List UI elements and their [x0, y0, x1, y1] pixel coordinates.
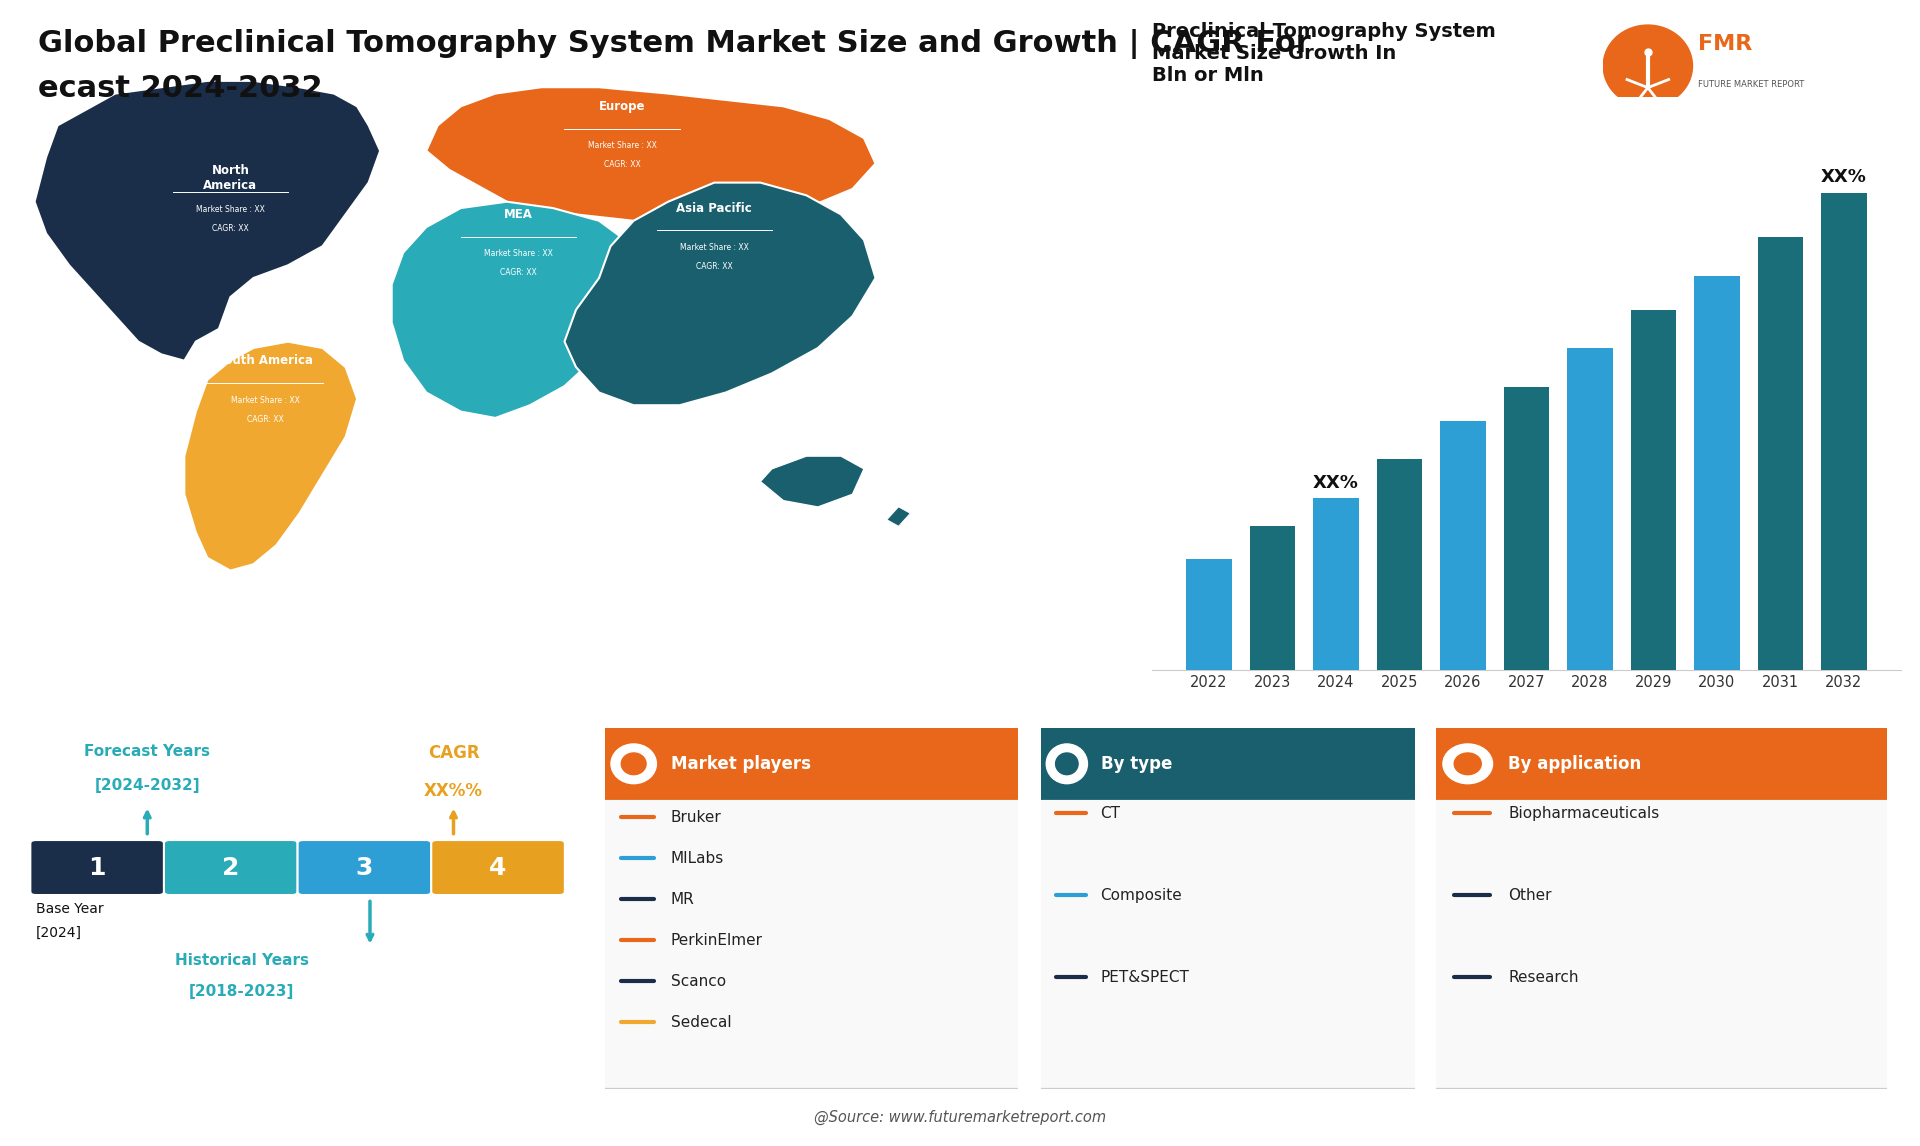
Text: Market Share : XX: Market Share : XX — [196, 205, 265, 214]
Text: XX%: XX% — [1313, 473, 1359, 492]
FancyBboxPatch shape — [1427, 793, 1897, 1089]
FancyBboxPatch shape — [1427, 728, 1897, 800]
Polygon shape — [35, 81, 380, 361]
FancyBboxPatch shape — [432, 840, 564, 895]
Bar — [1630, 309, 1676, 670]
Text: Asia Pacific: Asia Pacific — [676, 202, 753, 214]
Text: [2018-2023]: [2018-2023] — [190, 984, 294, 999]
Text: CAGR: XX: CAGR: XX — [603, 160, 641, 170]
Text: CAGR: XX: CAGR: XX — [211, 223, 250, 233]
Text: CAGR: XX: CAGR: XX — [246, 415, 284, 424]
Polygon shape — [392, 202, 645, 418]
Circle shape — [1453, 753, 1482, 775]
Polygon shape — [184, 342, 357, 571]
Text: [2024-2032]: [2024-2032] — [94, 778, 200, 793]
FancyBboxPatch shape — [163, 840, 298, 895]
Bar — [1187, 559, 1233, 670]
Bar — [1440, 421, 1486, 670]
Bar — [1250, 526, 1296, 670]
Text: Market players: Market players — [670, 755, 810, 772]
Text: ecast 2024-2032: ecast 2024-2032 — [38, 74, 323, 103]
Polygon shape — [426, 87, 876, 227]
Bar — [1567, 348, 1613, 670]
Bar — [1503, 387, 1549, 670]
FancyBboxPatch shape — [1033, 793, 1423, 1089]
Text: Europe: Europe — [599, 100, 645, 113]
Text: 1: 1 — [88, 856, 106, 879]
FancyBboxPatch shape — [298, 840, 432, 895]
Text: CAGR: XX: CAGR: XX — [499, 268, 538, 277]
Bar — [1820, 193, 1866, 670]
FancyBboxPatch shape — [31, 840, 163, 895]
Text: Base Year: Base Year — [36, 902, 104, 916]
Text: MEA: MEA — [503, 209, 534, 221]
Circle shape — [1046, 744, 1087, 784]
Bar — [1757, 237, 1803, 670]
Bar — [1377, 460, 1423, 670]
Text: CT: CT — [1100, 806, 1121, 821]
Text: By application: By application — [1509, 755, 1642, 772]
FancyBboxPatch shape — [1033, 728, 1423, 800]
Text: Biopharmaceuticals: Biopharmaceuticals — [1509, 806, 1659, 821]
Text: XX%: XX% — [1820, 168, 1866, 187]
Text: Market Share : XX: Market Share : XX — [484, 250, 553, 258]
Text: Historical Years: Historical Years — [175, 953, 309, 968]
Text: Market Share : XX: Market Share : XX — [588, 141, 657, 150]
Text: CAGR: XX: CAGR: XX — [695, 262, 733, 272]
Polygon shape — [887, 507, 910, 526]
Text: 3: 3 — [355, 856, 372, 879]
Text: Research: Research — [1509, 970, 1578, 984]
Text: Bruker: Bruker — [670, 810, 722, 825]
Text: North
America: North America — [204, 164, 257, 191]
Text: By type: By type — [1100, 755, 1171, 772]
Text: Scanco: Scanco — [670, 974, 726, 989]
Text: Global Preclinical Tomography System Market Size and Growth | CAGR For: Global Preclinical Tomography System Mar… — [38, 29, 1311, 58]
Text: Market Share : XX: Market Share : XX — [230, 395, 300, 405]
Text: Preclinical Tomography System
Market Size Growth In
Bln or Mln: Preclinical Tomography System Market Siz… — [1152, 22, 1496, 85]
Circle shape — [1056, 753, 1079, 775]
Circle shape — [611, 744, 657, 784]
Text: CAGR: CAGR — [428, 744, 480, 762]
Text: PET&SPECT: PET&SPECT — [1100, 970, 1188, 984]
Text: South America: South America — [217, 354, 313, 368]
Bar — [1313, 499, 1359, 670]
Text: Other: Other — [1509, 888, 1551, 903]
Text: FMR: FMR — [1699, 34, 1753, 54]
Circle shape — [1444, 744, 1492, 784]
FancyBboxPatch shape — [597, 793, 1025, 1089]
Text: Forecast Years: Forecast Years — [84, 744, 211, 759]
Circle shape — [1603, 25, 1693, 107]
Text: 2: 2 — [223, 856, 240, 879]
FancyBboxPatch shape — [597, 728, 1025, 800]
Text: [2024]: [2024] — [36, 926, 83, 940]
Bar — [1693, 276, 1740, 670]
Text: Composite: Composite — [1100, 888, 1183, 903]
Text: @Source: www.futuremarketreport.com: @Source: www.futuremarketreport.com — [814, 1110, 1106, 1125]
Text: Sedecal: Sedecal — [670, 1014, 732, 1029]
Text: XX%%: XX%% — [424, 782, 484, 800]
Text: MILabs: MILabs — [670, 850, 724, 866]
Text: Market Share : XX: Market Share : XX — [680, 243, 749, 252]
Text: MR: MR — [670, 892, 695, 906]
Text: FUTURE MARKET REPORT: FUTURE MARKET REPORT — [1699, 80, 1805, 89]
Circle shape — [622, 753, 645, 775]
Polygon shape — [760, 456, 864, 507]
Text: PerkinElmer: PerkinElmer — [670, 933, 762, 948]
Polygon shape — [564, 182, 876, 406]
Text: 4: 4 — [490, 856, 507, 879]
